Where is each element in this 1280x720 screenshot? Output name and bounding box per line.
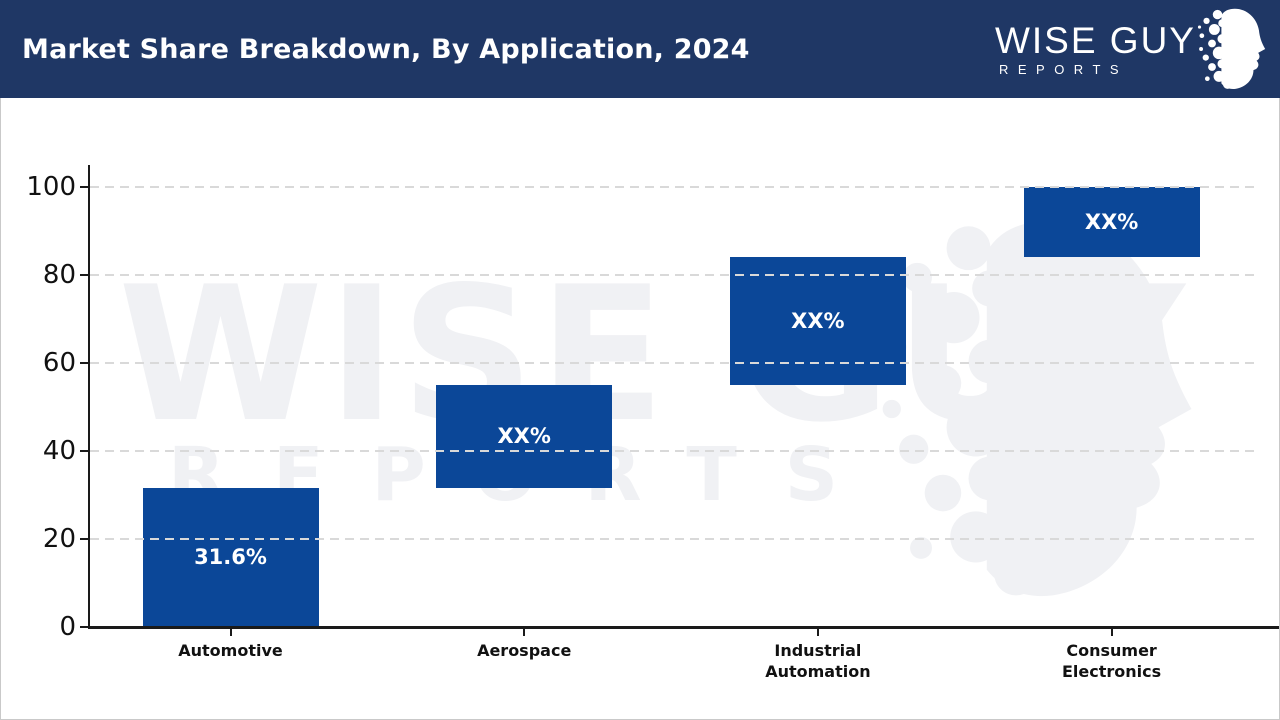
y-tick-20 — [80, 538, 89, 540]
x-axis-line — [88, 626, 1279, 629]
x-tick — [523, 627, 526, 636]
logo-text: WISE GUY REPORTS — [994, 19, 1196, 77]
y-tick-0 — [80, 626, 89, 628]
y-tick-label-20: 20 — [42, 524, 76, 554]
y-tick-label-60: 60 — [42, 348, 76, 378]
bar-segment — [142, 487, 319, 627]
x-tick — [1110, 627, 1113, 636]
gridline-100 — [90, 186, 1257, 188]
bar-value-label: XX% — [791, 309, 845, 334]
y-tick-100 — [80, 186, 89, 188]
category-label: Automotive — [178, 641, 283, 660]
watermark-head-icon — [862, 208, 1192, 610]
y-tick-label-40: 40 — [42, 436, 76, 466]
wise-guy-reports-logo: WISE GUY REPORTS — [995, 6, 1280, 92]
bar-segment — [1023, 187, 1200, 258]
y-tick-label-0: 0 — [59, 612, 76, 642]
y-tick-label-80: 80 — [42, 260, 76, 290]
bar-value-label: XX% — [1084, 210, 1139, 235]
logo-subtitle: REPORTS — [998, 61, 1129, 77]
logo-wordmark: WISE GUY — [994, 19, 1196, 61]
gridline-20 — [90, 538, 1257, 540]
bar-value-label: 31.6% — [194, 545, 267, 570]
y-tick-40 — [80, 450, 89, 452]
y-tick-label-100: 100 — [26, 172, 76, 202]
category-label: Industrial Automation — [765, 641, 871, 681]
category-label: Consumer Electronics — [1062, 641, 1162, 681]
header: Market Share Breakdown, By Application, … — [0, 0, 1280, 98]
y-tick-60 — [80, 362, 89, 364]
chart-title: Market Share Breakdown, By Application, … — [22, 33, 750, 65]
x-tick — [229, 627, 232, 636]
dotted-head-icon — [1194, 6, 1266, 92]
bar-segment — [436, 385, 613, 488]
category-label: Aerospace — [477, 641, 572, 660]
gridline-40 — [90, 450, 1257, 452]
x-tick — [816, 627, 819, 636]
y-axis-line — [88, 165, 90, 629]
bar-value-label: XX% — [497, 424, 551, 449]
gridline-80 — [90, 274, 1257, 276]
gridline-60 — [90, 362, 1257, 364]
y-tick-80 — [80, 274, 89, 276]
